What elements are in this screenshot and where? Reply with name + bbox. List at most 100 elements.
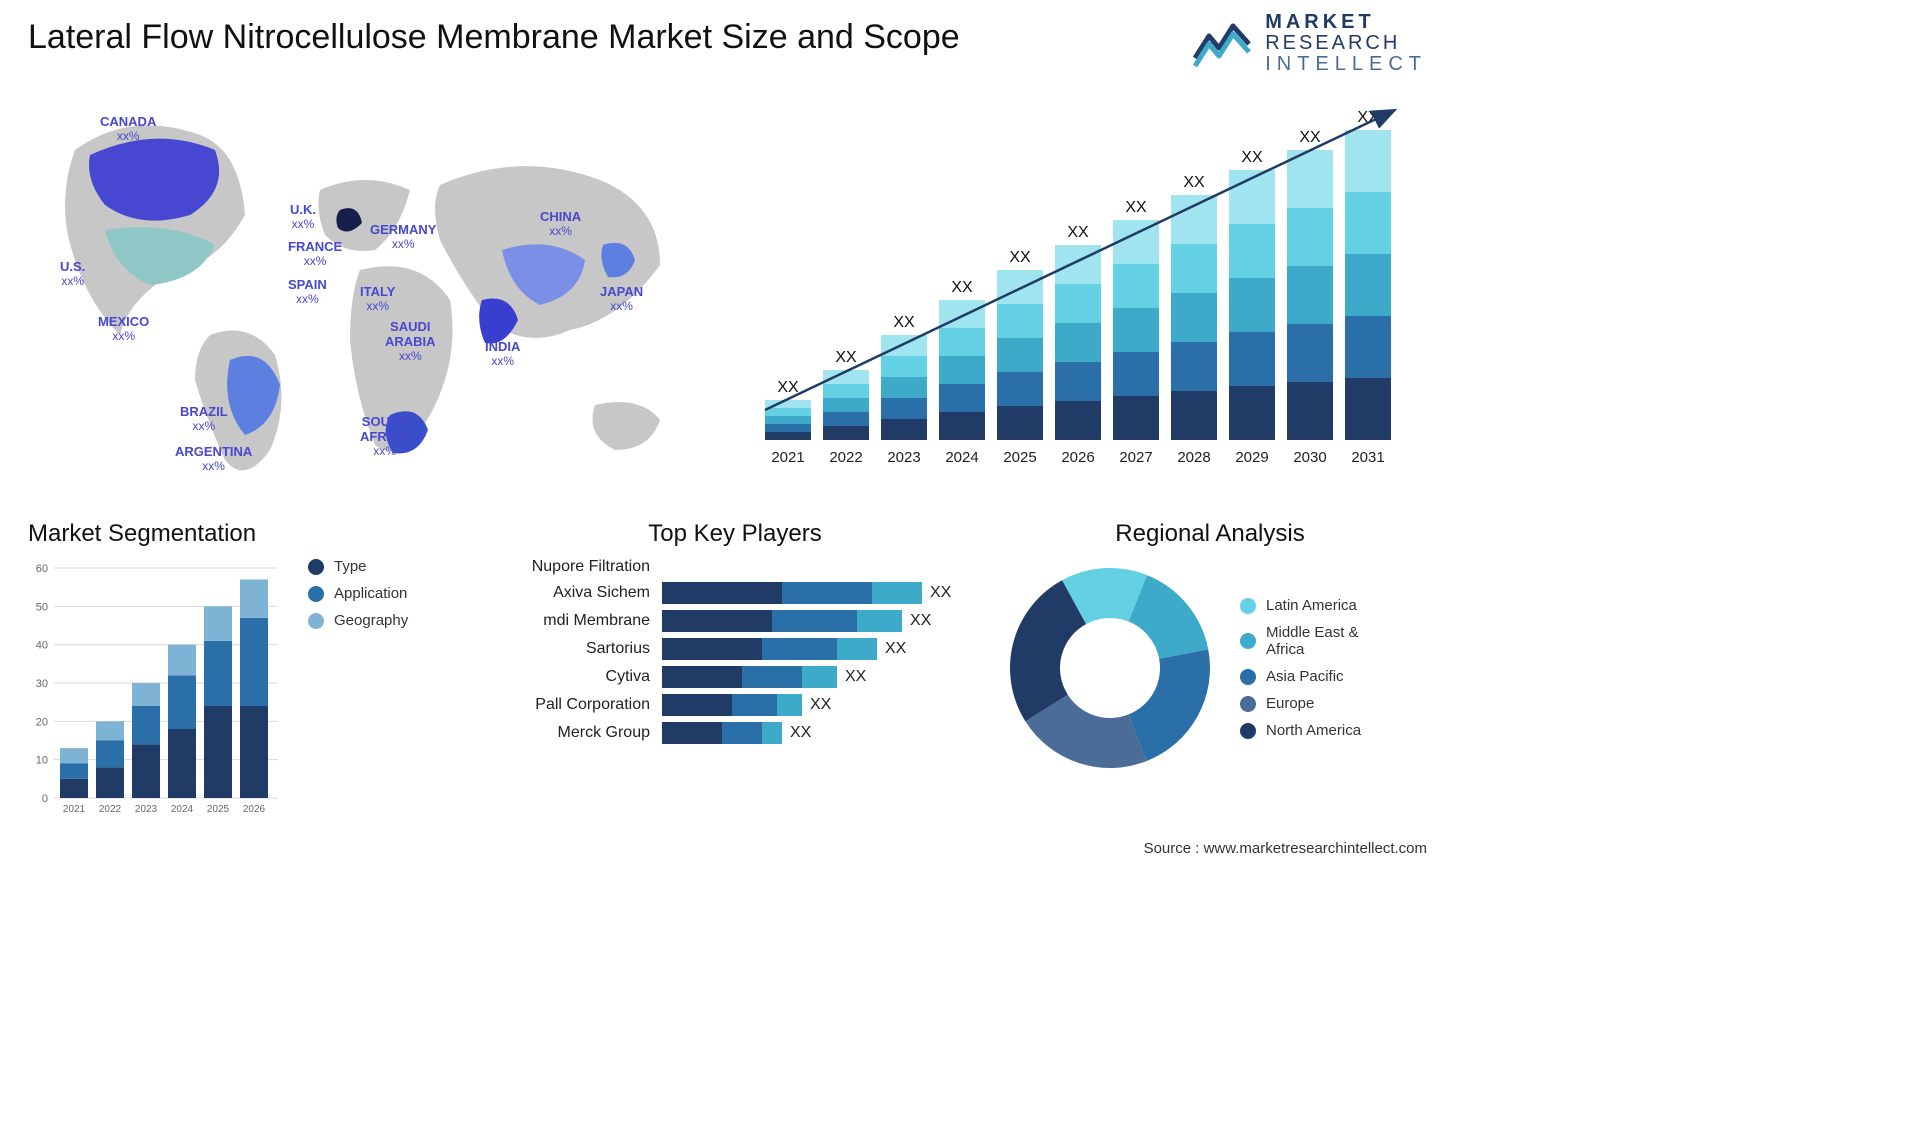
legend-swatch [308,559,324,575]
main-bar-seg [997,304,1043,338]
seg-year: 2022 [99,804,122,815]
main-bar-seg [823,398,869,412]
segmentation-chart: 0102030405060202120222023202420252026 [28,558,278,818]
players-title: Top Key Players [500,520,970,548]
seg-year: 2026 [243,804,266,815]
seg-bar-seg [132,683,160,706]
player-bar [662,638,877,660]
segmentation-legend: TypeApplicationGeography [308,558,408,629]
legend-label: Europe [1266,695,1314,712]
player-name: Cytiva [500,668,650,686]
player-name: Sartorius [500,640,650,658]
seg-ytick: 40 [36,640,48,652]
player-name: mdi Membrane [500,612,650,630]
player-bar-seg [662,638,762,660]
main-bar-chart: XX2021XX2022XX2023XX2024XX2025XX2026XX20… [755,100,1415,480]
main-bar-seg [1171,195,1217,244]
map-label: U.S.xx% [60,260,85,289]
seg-bar-seg [96,721,124,740]
main-bar-seg [1345,254,1391,316]
main-bar-year: 2022 [829,449,862,466]
main-bar-seg [1171,391,1217,440]
main-bar-seg [1229,224,1275,278]
player-bar-wrap: XX [662,610,931,632]
main-bar-seg [1055,284,1101,323]
main-bar-seg [1229,386,1275,440]
main-bar-seg [1345,192,1391,254]
main-bar-seg [881,419,927,440]
map-label: INDIAxx% [485,340,520,369]
main-bar-year: 2030 [1293,449,1326,466]
player-bar-wrap: XX [662,694,831,716]
map-label: CHINAxx% [540,210,581,239]
main-bar-seg [1171,244,1217,293]
player-bar-seg [777,694,802,716]
source-text: Source : www.marketresearchintellect.com [1144,840,1427,857]
main-bar-year: 2029 [1235,449,1268,466]
map-label: FRANCExx% [288,240,342,269]
legend-label: Asia Pacific [1266,668,1344,685]
map-label: SPAINxx% [288,278,327,307]
main-bar-seg [1055,362,1101,401]
main-bar-seg [1345,130,1391,192]
seg-bar-seg [60,779,88,798]
seg-year: 2021 [63,804,86,815]
player-bar-seg [802,666,837,688]
legend-label: Type [334,558,367,575]
main-bar-seg [1287,324,1333,382]
player-bar-seg [782,582,872,604]
main-bar-seg [1171,342,1217,391]
regional-title: Regional Analysis [1000,520,1420,548]
player-value: XX [885,640,906,658]
map-label: ARGENTINAxx% [175,445,252,474]
player-bar-seg [762,722,782,744]
main-bar-seg [765,416,811,424]
seg-ytick: 20 [36,716,48,728]
seg-year: 2023 [135,804,158,815]
main-bar-seg [1287,208,1333,266]
player-name: Axiva Sichem [500,584,650,602]
map-label: ITALYxx% [360,285,395,314]
donut-slice [1128,650,1210,762]
seg-ytick: 30 [36,678,48,690]
main-bar-year: 2027 [1119,449,1152,466]
main-bar-seg [881,356,927,377]
seg-legend-item: Type [308,558,408,575]
main-bar-label: XX [1067,224,1089,241]
map-label: JAPANxx% [600,285,643,314]
page-title: Lateral Flow Nitrocellulose Membrane Mar… [28,18,960,57]
main-bar-seg [939,412,985,440]
map-label: GERMANYxx% [370,223,436,252]
logo-text-3: INTELLECT [1265,54,1427,75]
logo-text-1: MARKET [1265,12,1427,33]
seg-ytick: 60 [36,563,48,575]
main-bar-seg [997,338,1043,372]
main-bar-seg [1055,323,1101,362]
main-bar-seg [939,328,985,356]
seg-year: 2024 [171,804,194,815]
player-bar [662,610,902,632]
main-bar-seg [1113,308,1159,352]
main-bar-seg [765,424,811,432]
region-legend-item: Asia Pacific [1240,668,1361,685]
legend-label: North America [1266,722,1361,739]
player-row: Sartorius XX [500,638,970,660]
player-row: Nupore Filtration [500,558,970,576]
player-bar-wrap: XX [662,638,906,660]
main-bar-seg [765,408,811,416]
region-legend-item: Latin America [1240,597,1361,614]
main-bar-seg [1229,332,1275,386]
main-bar-seg [1345,316,1391,378]
player-bar-seg [662,722,722,744]
player-bar-seg [837,638,877,660]
main-bar-label: XX [1183,174,1205,191]
main-bar-seg [939,384,985,412]
main-bar-label: XX [1241,149,1263,166]
map-label: MEXICOxx% [98,315,149,344]
player-row: Merck GroupXX [500,722,970,744]
legend-label: Latin America [1266,597,1357,614]
main-bar-label: XX [1009,249,1031,266]
legend-swatch [1240,633,1256,649]
world-map: CANADAxx%U.S.xx%MEXICOxx%BRAZILxx%ARGENT… [20,95,700,495]
seg-bar-seg [204,641,232,706]
